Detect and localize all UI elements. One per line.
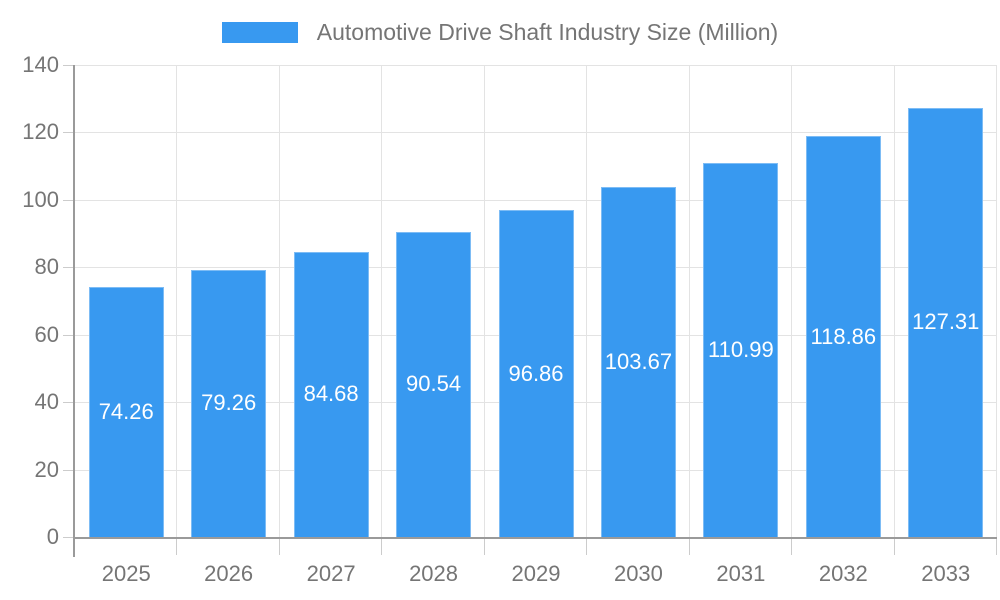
x-gridline [893,65,895,537]
y-gridline [75,199,997,201]
bar-2026[interactable] [191,269,267,537]
y-gridline [75,65,997,66]
bar-2033[interactable] [908,107,984,537]
legend-swatch-icon [221,22,298,44]
x-axis-tick-label: 2033 [921,561,971,586]
legend-label: Automotive Drive Shaft Industry Size (Mi… [316,19,779,45]
bar-2029[interactable] [498,210,574,537]
y-axis-tick [63,537,73,538]
x-axis-tick-label: 2032 [818,561,868,586]
y-axis-tick-label: 120 [22,119,59,145]
bar-value-label: 103.67 [604,349,673,375]
y-axis-tick-label: 80 [34,254,59,280]
x-gridline [483,65,485,537]
x-axis-tick [278,539,280,555]
bar-value-label: 96.86 [508,360,564,386]
x-axis-tick-label: 2030 [613,561,663,586]
x-axis-tick [381,539,383,555]
x-gridline [381,65,383,537]
x-gridline [996,65,997,537]
y-axis-tick-label: 140 [22,52,59,77]
x-gridline [688,65,690,537]
x-gridline [791,65,793,537]
y-axis-tick [63,469,73,471]
bar-2030[interactable] [600,187,676,537]
x-axis-tick-label: 2028 [409,561,459,586]
bar-2027[interactable] [293,251,369,537]
x-axis-tick [586,539,588,555]
y-axis-tick-label: 60 [34,321,59,347]
legend: Automotive Drive Shaft Industry Size (Mi… [0,19,1000,45]
x-axis-tick-label: 2029 [511,561,561,586]
x-gridline [586,65,588,537]
bar-value-label: 127.31 [912,309,980,335]
y-axis-tick [63,199,73,201]
x-axis-tick-label: 2027 [306,561,356,586]
y-axis-tick-label: 20 [34,456,59,482]
legend-item[interactable]: Automotive Drive Shaft Industry Size (Mi… [221,19,779,45]
bar-value-label: 84.68 [303,381,359,407]
y-axis-tick-label: 0 [46,524,59,549]
bar-value-label: 110.99 [708,336,774,362]
plot-area: 0 20 40 60 80 100 120 140 74.26 2025 79.26 2026 84.6… [22,52,997,586]
x-gridline [176,65,178,537]
y-axis-tick [63,267,73,269]
x-axis-tick [791,539,793,555]
bar-2025[interactable] [88,286,164,537]
bar-2031[interactable] [703,162,779,537]
y-axis-line-extension [73,537,75,557]
bar-value-label: 79.26 [201,390,257,416]
x-axis-tick [996,539,997,555]
bar-value-label: 74.26 [98,398,154,424]
y-axis-tick [63,65,73,66]
bar-value-label: 118.86 [810,323,877,349]
y-axis-tick-label: 40 [34,389,59,415]
bar-value-label: 90.54 [406,371,462,397]
x-axis-tick-label: 2026 [204,561,254,586]
x-axis-tick-label: 2025 [101,561,151,586]
x-axis-tick [893,539,895,555]
y-axis-tick [63,132,73,134]
x-axis-tick [176,539,178,555]
y-gridline [75,132,997,134]
y-axis-tick [63,334,73,336]
y-axis-tick [63,402,73,404]
bar-2032[interactable] [805,136,881,537]
x-axis-tick-label: 2031 [716,561,766,586]
y-axis-tick-label: 100 [22,186,59,212]
x-axis-tick [483,539,485,555]
bar-2028[interactable] [396,231,472,537]
x-gridline [278,65,280,537]
x-axis-tick [688,539,690,555]
